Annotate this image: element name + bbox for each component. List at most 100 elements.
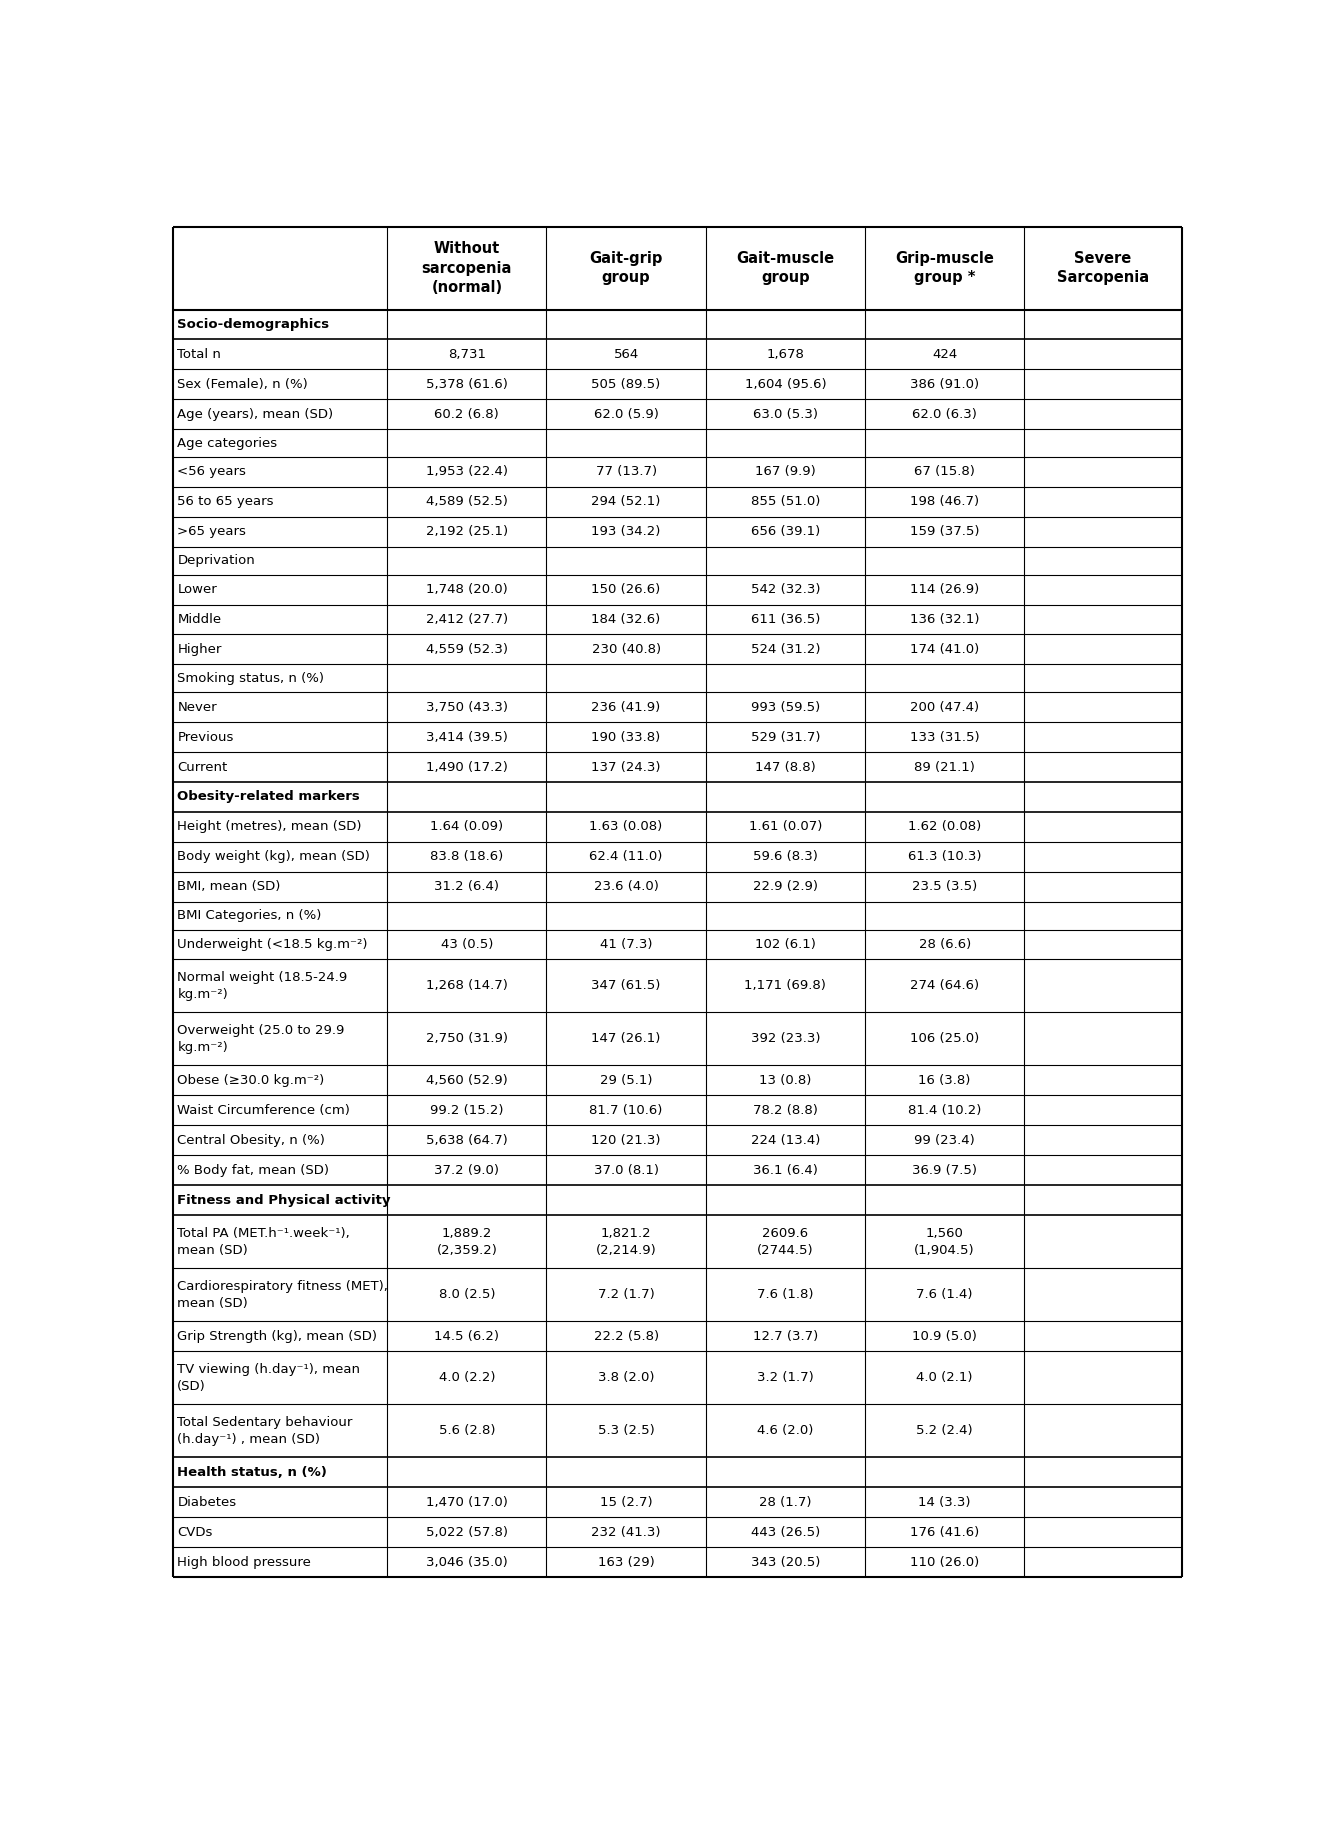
Text: <56 years: <56 years	[177, 465, 246, 478]
Text: 611 (36.5): 611 (36.5)	[751, 613, 820, 626]
Text: BMI, mean (SD): BMI, mean (SD)	[177, 880, 280, 893]
Text: % Body fat, mean (SD): % Body fat, mean (SD)	[177, 1164, 329, 1177]
Text: 855 (51.0): 855 (51.0)	[751, 496, 820, 509]
Text: 5.3 (2.5): 5.3 (2.5)	[598, 1424, 654, 1437]
Text: Total PA (MET.h⁻¹.week⁻¹),
mean (SD): Total PA (MET.h⁻¹.week⁻¹), mean (SD)	[177, 1226, 350, 1257]
Text: 31.2 (6.4): 31.2 (6.4)	[435, 880, 500, 893]
Text: 120 (21.3): 120 (21.3)	[591, 1135, 661, 1147]
Text: 993 (59.5): 993 (59.5)	[751, 701, 820, 714]
Text: 1.62 (0.08): 1.62 (0.08)	[908, 820, 981, 833]
Text: CVDs: CVDs	[177, 1526, 213, 1539]
Text: Health status, n (%): Health status, n (%)	[177, 1466, 328, 1479]
Text: 59.6 (8.3): 59.6 (8.3)	[754, 851, 818, 864]
Text: 5.6 (2.8): 5.6 (2.8)	[439, 1424, 494, 1437]
Text: Gait-muscle
group: Gait-muscle group	[736, 251, 834, 285]
Text: 5,638 (64.7): 5,638 (64.7)	[426, 1135, 508, 1147]
Text: 1,821.2
(2,214.9): 1,821.2 (2,214.9)	[596, 1226, 657, 1257]
Text: 67 (15.8): 67 (15.8)	[915, 465, 976, 478]
Text: Waist Circumference (cm): Waist Circumference (cm)	[177, 1103, 350, 1116]
Text: 4,589 (52.5): 4,589 (52.5)	[426, 496, 508, 509]
Text: 99.2 (15.2): 99.2 (15.2)	[430, 1103, 504, 1116]
Text: 5,378 (61.6): 5,378 (61.6)	[426, 379, 508, 392]
Text: 167 (9.9): 167 (9.9)	[755, 465, 816, 478]
Text: 12.7 (3.7): 12.7 (3.7)	[752, 1330, 818, 1343]
Text: 224 (13.4): 224 (13.4)	[751, 1135, 820, 1147]
Text: 5,022 (57.8): 5,022 (57.8)	[426, 1526, 508, 1539]
Text: 5.2 (2.4): 5.2 (2.4)	[916, 1424, 973, 1437]
Text: Central Obesity, n (%): Central Obesity, n (%)	[177, 1135, 325, 1147]
Text: 1,953 (22.4): 1,953 (22.4)	[426, 465, 508, 478]
Text: 60.2 (6.8): 60.2 (6.8)	[435, 408, 500, 421]
Text: 1,268 (14.7): 1,268 (14.7)	[426, 979, 508, 992]
Text: 37.0 (8.1): 37.0 (8.1)	[594, 1164, 658, 1177]
Text: 656 (39.1): 656 (39.1)	[751, 525, 820, 538]
Text: Total Sedentary behaviour
(h.day⁻¹) , mean (SD): Total Sedentary behaviour (h.day⁻¹) , me…	[177, 1416, 353, 1446]
Text: 22.9 (2.9): 22.9 (2.9)	[754, 880, 818, 893]
Text: 190 (33.8): 190 (33.8)	[591, 730, 661, 743]
Text: 1,678: 1,678	[767, 348, 804, 361]
Text: 198 (46.7): 198 (46.7)	[910, 496, 980, 509]
Text: 529 (31.7): 529 (31.7)	[751, 730, 820, 743]
Text: 184 (32.6): 184 (32.6)	[591, 613, 661, 626]
Text: 89 (21.1): 89 (21.1)	[915, 761, 976, 774]
Text: 36.1 (6.4): 36.1 (6.4)	[754, 1164, 818, 1177]
Text: 1,604 (95.6): 1,604 (95.6)	[744, 379, 826, 392]
Text: Normal weight (18.5-24.9
kg.m⁻²): Normal weight (18.5-24.9 kg.m⁻²)	[177, 972, 348, 1001]
Text: 133 (31.5): 133 (31.5)	[910, 730, 980, 743]
Text: 83.8 (18.6): 83.8 (18.6)	[430, 851, 504, 864]
Text: 4,560 (52.9): 4,560 (52.9)	[426, 1074, 508, 1087]
Text: 28 (1.7): 28 (1.7)	[759, 1495, 812, 1508]
Text: 3,750 (43.3): 3,750 (43.3)	[426, 701, 508, 714]
Text: 137 (24.3): 137 (24.3)	[591, 761, 661, 774]
Text: 542 (32.3): 542 (32.3)	[751, 584, 820, 597]
Text: 2609.6
(2744.5): 2609.6 (2744.5)	[758, 1226, 814, 1257]
Text: 28 (6.6): 28 (6.6)	[919, 939, 970, 952]
Text: 22.2 (5.8): 22.2 (5.8)	[594, 1330, 658, 1343]
Text: Never: Never	[177, 701, 217, 714]
Text: BMI Categories, n (%): BMI Categories, n (%)	[177, 910, 321, 922]
Text: Obesity-related markers: Obesity-related markers	[177, 791, 360, 803]
Text: 505 (89.5): 505 (89.5)	[591, 379, 661, 392]
Text: 3.2 (1.7): 3.2 (1.7)	[758, 1371, 814, 1383]
Text: 347 (61.5): 347 (61.5)	[591, 979, 661, 992]
Text: 13 (0.8): 13 (0.8)	[759, 1074, 812, 1087]
Text: High blood pressure: High blood pressure	[177, 1556, 311, 1568]
Text: 294 (52.1): 294 (52.1)	[591, 496, 661, 509]
Text: 200 (47.4): 200 (47.4)	[910, 701, 980, 714]
Text: Smoking status, n (%): Smoking status, n (%)	[177, 672, 324, 684]
Text: >65 years: >65 years	[177, 525, 246, 538]
Text: Body weight (kg), mean (SD): Body weight (kg), mean (SD)	[177, 851, 370, 864]
Text: Lower: Lower	[177, 584, 217, 597]
Text: Grip-muscle
group *: Grip-muscle group *	[895, 251, 994, 285]
Text: 7.6 (1.8): 7.6 (1.8)	[758, 1288, 813, 1301]
Text: 4.6 (2.0): 4.6 (2.0)	[758, 1424, 813, 1437]
Text: 147 (26.1): 147 (26.1)	[591, 1032, 661, 1045]
Text: 15 (2.7): 15 (2.7)	[600, 1495, 653, 1508]
Text: Middle: Middle	[177, 613, 222, 626]
Text: 176 (41.6): 176 (41.6)	[910, 1526, 980, 1539]
Text: 106 (25.0): 106 (25.0)	[910, 1032, 980, 1045]
Text: 1,560
(1,904.5): 1,560 (1,904.5)	[915, 1226, 976, 1257]
Text: 62.4 (11.0): 62.4 (11.0)	[590, 851, 662, 864]
Text: 193 (34.2): 193 (34.2)	[591, 525, 661, 538]
Text: 524 (31.2): 524 (31.2)	[751, 642, 820, 655]
Text: 343 (20.5): 343 (20.5)	[751, 1556, 820, 1568]
Text: 147 (8.8): 147 (8.8)	[755, 761, 816, 774]
Text: 99 (23.4): 99 (23.4)	[915, 1135, 976, 1147]
Text: 7.2 (1.7): 7.2 (1.7)	[598, 1288, 654, 1301]
Text: 43 (0.5): 43 (0.5)	[440, 939, 493, 952]
Text: 3,414 (39.5): 3,414 (39.5)	[426, 730, 508, 743]
Text: Fitness and Physical activity: Fitness and Physical activity	[177, 1193, 391, 1206]
Text: Underweight (<18.5 kg.m⁻²): Underweight (<18.5 kg.m⁻²)	[177, 939, 368, 952]
Text: Severe
Sarcopenia: Severe Sarcopenia	[1056, 251, 1149, 285]
Text: 14 (3.3): 14 (3.3)	[919, 1495, 970, 1508]
Text: 110 (26.0): 110 (26.0)	[910, 1556, 980, 1568]
Text: 2,192 (25.1): 2,192 (25.1)	[426, 525, 508, 538]
Text: 136 (32.1): 136 (32.1)	[910, 613, 980, 626]
Text: Obese (≥30.0 kg.m⁻²): Obese (≥30.0 kg.m⁻²)	[177, 1074, 325, 1087]
Text: 41 (7.3): 41 (7.3)	[600, 939, 652, 952]
Text: 62.0 (5.9): 62.0 (5.9)	[594, 408, 658, 421]
Text: 102 (6.1): 102 (6.1)	[755, 939, 816, 952]
Text: Gait-grip
group: Gait-grip group	[590, 251, 662, 285]
Text: 37.2 (9.0): 37.2 (9.0)	[435, 1164, 500, 1177]
